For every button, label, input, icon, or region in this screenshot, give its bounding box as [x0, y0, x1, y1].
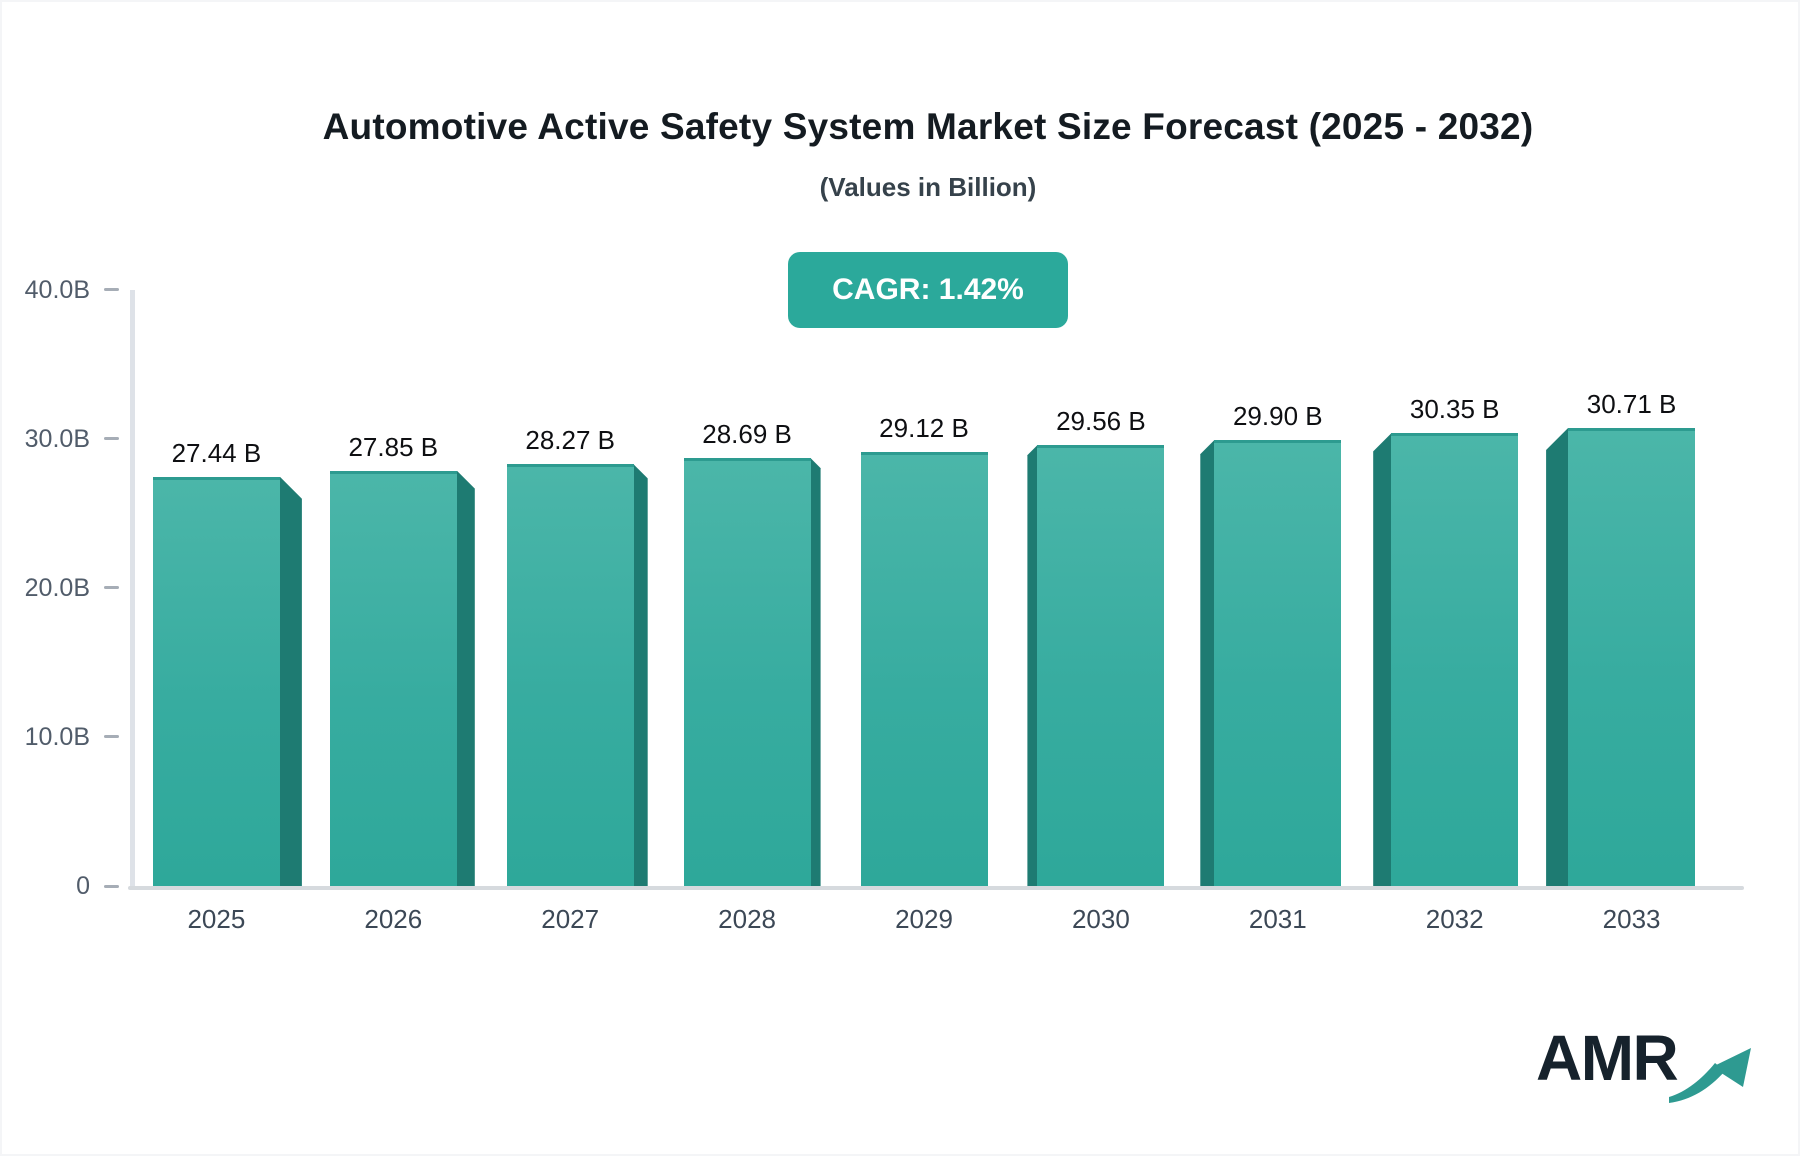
bar-value-label: 30.35 B — [1409, 394, 1500, 425]
bar-value-label: 29.56 B — [1056, 406, 1146, 437]
bar-side-3d — [279, 476, 302, 886]
x-axis-label: 2031 — [1248, 904, 1307, 934]
cagr-badge-row: CAGR: 1.42% — [130, 252, 1726, 328]
y-axis-tick-label: 20.0B — [24, 573, 90, 602]
y-axis-tick-mark — [104, 586, 119, 590]
bar-2029 — [860, 451, 988, 886]
bar-value-label: 27.44 B — [171, 437, 262, 468]
bar-2030 — [1037, 445, 1165, 886]
y-axis-tick-label: 30.0B — [24, 424, 90, 453]
x-axis-label: 2028 — [718, 904, 777, 934]
bar-value-label: 30.71 B — [1586, 389, 1677, 420]
bar-side-3d — [810, 458, 821, 886]
bar-side-3d — [1027, 445, 1038, 886]
bar-side-3d — [456, 470, 475, 886]
bar-2031 — [1214, 440, 1342, 886]
x-axis-label: 2032 — [1425, 904, 1484, 934]
bar-side-3d — [633, 464, 648, 886]
x-axis-label: 2029 — [895, 904, 953, 934]
bar-side-3d — [1546, 428, 1569, 886]
x-axis-line — [128, 886, 1744, 890]
y-axis-tick-mark — [104, 884, 119, 888]
bar-value-label: 29.12 B — [879, 412, 969, 443]
y-axis-tick-mark — [104, 735, 119, 739]
y-axis-tick-label: 0 — [76, 872, 90, 900]
x-axis-label: 2033 — [1602, 904, 1661, 934]
chart-title: Automotive Active Safety System Market S… — [322, 106, 1534, 147]
bar-2026 — [329, 470, 457, 886]
y-axis-line — [130, 289, 135, 886]
cagr-badge: CAGR: 1.42% — [788, 252, 1068, 328]
y-axis-tick-label: 10.0B — [24, 722, 90, 751]
bar-2027 — [506, 464, 634, 886]
y-axis-tick-mark — [104, 288, 119, 291]
bar-value-label: 28.69 B — [702, 419, 792, 450]
y-axis-tick-mark — [104, 437, 119, 441]
growth-arrow-icon — [1669, 1048, 1752, 1103]
x-axis-label: 2027 — [541, 904, 600, 934]
x-axis-label: 2025 — [187, 904, 246, 934]
bar-2028 — [683, 458, 811, 886]
chart-subtitle: (Values in Billion) — [819, 172, 1037, 202]
bar-2033 — [1568, 428, 1696, 886]
x-axis-label: 2026 — [364, 904, 423, 934]
bar-2032 — [1391, 433, 1519, 886]
amr-logo: AMR — [1536, 1026, 1759, 1108]
x-axis-label: 2030 — [1071, 904, 1130, 934]
bar-value-label: 29.90 B — [1232, 401, 1323, 432]
bar-value-label: 27.85 B — [348, 431, 439, 462]
bar-2025 — [152, 476, 280, 886]
bar-value-label: 28.27 B — [525, 425, 615, 456]
bar-side-3d — [1200, 440, 1215, 886]
bar-side-3d — [1373, 433, 1392, 886]
y-axis-tick-label: 40.0B — [24, 275, 90, 304]
amr-logo-text: AMR — [1536, 1022, 1679, 1094]
